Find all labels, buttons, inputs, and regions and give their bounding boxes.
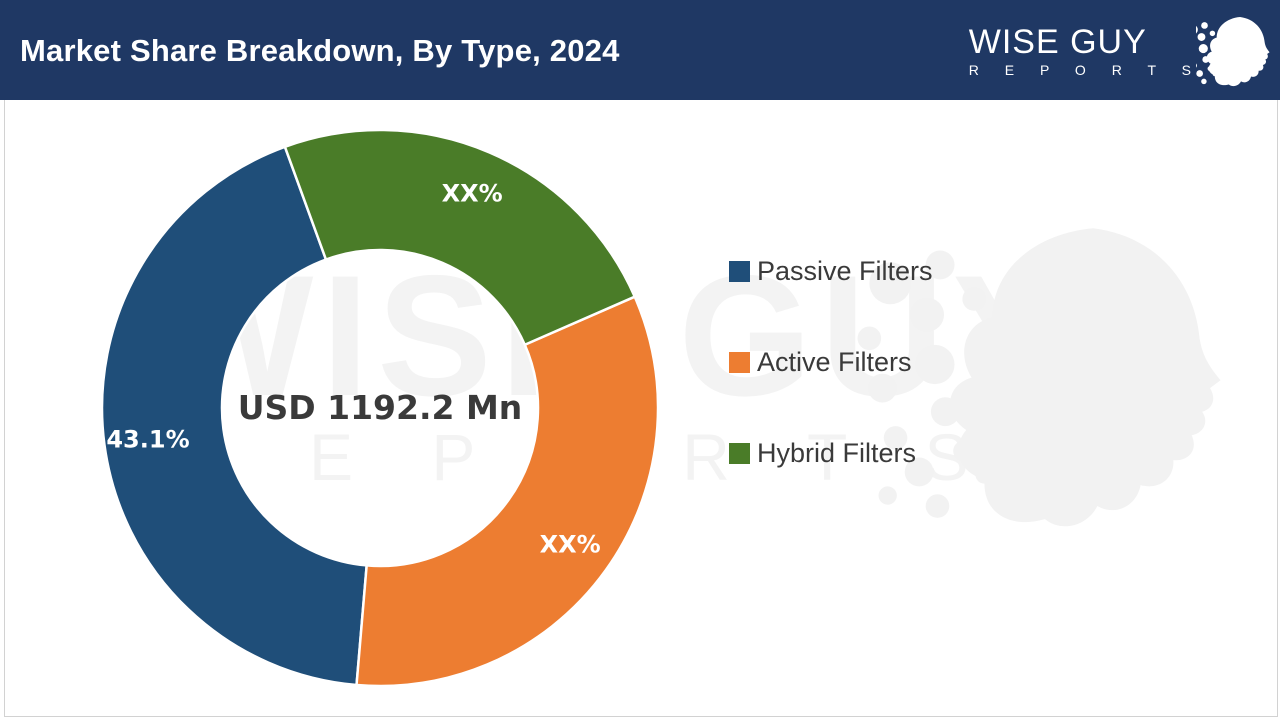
pie-slice-hybrid-filters xyxy=(283,128,636,346)
legend-label: Hybrid Filters xyxy=(757,438,917,468)
legend-swatch-passive-filters xyxy=(729,260,750,282)
header-bar: Market Share Breakdown, By Type, 2024 WI… xyxy=(0,0,1280,100)
logo-wordmark: WISE GUY xyxy=(968,22,1147,61)
legend-item-passive-filters: Passive Filters xyxy=(729,256,933,286)
legend-label: Active Filters xyxy=(757,347,912,377)
pie-slice-active-filters xyxy=(355,295,660,688)
slice-label-active-filters: XX% xyxy=(540,531,601,559)
slice-label-passive-filters: 43.1% xyxy=(106,425,189,453)
pie-slice-passive-filters xyxy=(100,145,368,687)
slice-label-hybrid-filters: XX% xyxy=(442,179,503,207)
logo: WISE GUY R E P O R T S xyxy=(969,8,1272,94)
legend-swatch-hybrid-filters xyxy=(729,442,750,464)
legend-item-hybrid-filters: Hybrid Filters xyxy=(729,438,933,468)
logo-face-icon xyxy=(1196,16,1270,87)
chart-center-value: USD 1192.2 Mn xyxy=(237,388,523,427)
donut-chart: 43.1% XX% XX% xyxy=(100,128,660,688)
legend-item-active-filters: Active Filters xyxy=(729,347,933,377)
legend-label: Passive Filters xyxy=(757,256,933,286)
page-title: Market Share Breakdown, By Type, 2024 xyxy=(20,33,620,68)
legend-swatch-active-filters xyxy=(729,351,750,373)
logo-text: WISE GUY R E P O R T S xyxy=(969,24,1202,79)
chart-legend: Passive Filters Active Filters Hybrid Fi… xyxy=(729,256,933,529)
logo-subtitle: R E P O R T S xyxy=(968,61,1202,78)
